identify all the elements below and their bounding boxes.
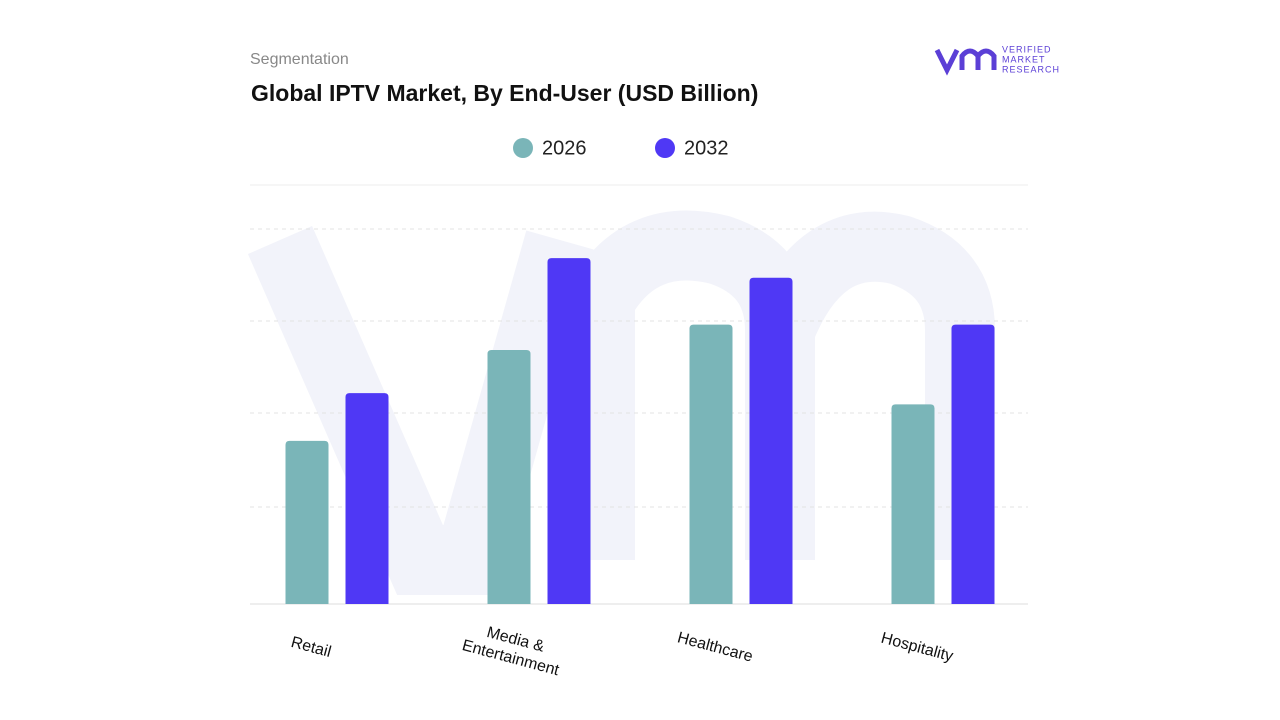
legend-swatch xyxy=(655,138,675,158)
logo-text: MARKET xyxy=(1002,54,1046,64)
bar xyxy=(285,440,329,604)
bar xyxy=(749,277,793,604)
bar xyxy=(891,404,935,604)
bar xyxy=(689,324,733,604)
logo-mark xyxy=(934,48,997,76)
chart-title: Global IPTV Market, By End-User (USD Bil… xyxy=(251,80,758,106)
bar xyxy=(951,324,995,604)
bar xyxy=(487,349,531,604)
legend-swatch xyxy=(513,138,533,158)
bar xyxy=(547,258,591,604)
bar xyxy=(345,393,389,604)
logo-text: RESEARCH xyxy=(1002,64,1060,74)
legend-label: 2032 xyxy=(684,137,729,159)
legend-label: 2026 xyxy=(542,137,587,159)
subtitle: Segmentation xyxy=(250,51,349,68)
logo-text: VERIFIED xyxy=(1002,44,1052,54)
